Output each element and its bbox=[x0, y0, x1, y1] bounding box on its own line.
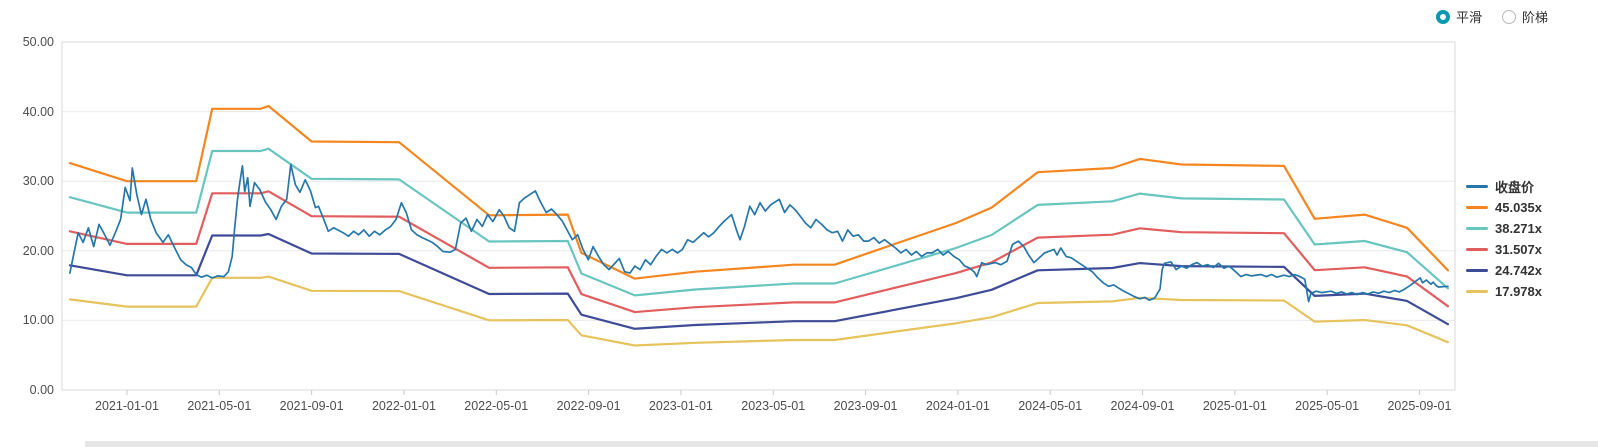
close-price-line bbox=[69, 163, 1449, 303]
x-axis-label: 2021-01-01 bbox=[95, 399, 159, 413]
y-axis-label: 30.00 bbox=[22, 174, 54, 189]
x-axis-label: 2025-05-01 bbox=[1295, 399, 1360, 413]
legend-item[interactable]: 收盘价 bbox=[1466, 176, 1542, 197]
legend-item[interactable]: 31.507x bbox=[1466, 239, 1542, 260]
legend: 收盘价 45.035x 38.271x 31.507x 24.742x 17.978x bbox=[1466, 176, 1542, 302]
x-axis-label: 2023-09-01 bbox=[833, 399, 898, 413]
plot-border bbox=[61, 41, 1456, 391]
legend-line-swatch bbox=[1466, 269, 1488, 272]
x-axis-label: 2024-01-01 bbox=[925, 399, 990, 413]
x-axis-label: 2022-01-01 bbox=[371, 399, 436, 413]
y-axis-label: 10.00 bbox=[22, 313, 54, 328]
x-axis-label: 2021-09-01 bbox=[279, 399, 344, 413]
legend-label: 收盘价 bbox=[1495, 180, 1535, 195]
legend-label: 38.271x bbox=[1495, 221, 1542, 236]
band-line-38.271x bbox=[68, 147, 1450, 297]
x-axis-label: 2023-05-01 bbox=[741, 399, 806, 413]
legend-line-swatch bbox=[1466, 227, 1488, 230]
legend-item[interactable]: 45.035x bbox=[1466, 197, 1542, 218]
legend-line-swatch bbox=[1466, 185, 1488, 188]
legend-line-swatch bbox=[1466, 248, 1488, 251]
y-axis-label: 50.00 bbox=[22, 35, 54, 49]
band-line-45.035x bbox=[68, 104, 1450, 280]
radio-smooth-label: 平滑 bbox=[1455, 10, 1482, 25]
radio-unselected-icon bbox=[1501, 9, 1516, 24]
legend-line-swatch bbox=[1466, 206, 1488, 209]
x-axis-label: 2023-01-01 bbox=[648, 399, 713, 413]
band-line-24.742x bbox=[68, 232, 1450, 330]
radio-step[interactable]: 阶梯 bbox=[1501, 7, 1548, 26]
legend-line-swatch bbox=[1466, 290, 1488, 293]
radio-selected-icon bbox=[1435, 9, 1450, 24]
legend-item[interactable]: 24.742x bbox=[1466, 260, 1542, 281]
band-line-31.507x bbox=[68, 190, 1450, 314]
y-axis-label: 0.00 bbox=[29, 383, 54, 397]
y-axis-label: 20.00 bbox=[22, 243, 54, 258]
legend-item[interactable]: 17.978x bbox=[1466, 281, 1542, 302]
x-axis-label: 2022-09-01 bbox=[556, 399, 621, 413]
y-axis-label: 40.00 bbox=[22, 104, 54, 119]
x-axis-label: 2025-01-01 bbox=[1202, 399, 1267, 413]
legend-label: 45.035x bbox=[1495, 200, 1542, 215]
band-line-17.978x bbox=[68, 275, 1450, 347]
x-axis-label: 2024-09-01 bbox=[1110, 399, 1175, 413]
legend-item[interactable]: 38.271x bbox=[1466, 218, 1542, 239]
radio-step-label: 阶梯 bbox=[1521, 10, 1548, 25]
legend-label: 17.978x bbox=[1495, 284, 1542, 299]
x-axis-label: 2022-05-01 bbox=[464, 399, 529, 413]
x-axis-label: 2024-05-01 bbox=[1018, 399, 1083, 413]
legend-label: 31.507x bbox=[1495, 242, 1542, 257]
x-axis-label: 2021-05-01 bbox=[187, 399, 252, 413]
line-mode-radio-group: 平滑 阶梯 bbox=[1435, 7, 1548, 26]
chart-range-scrollbar[interactable] bbox=[85, 441, 1598, 447]
x-axis-label: 2025-09-01 bbox=[1387, 399, 1452, 413]
radio-smooth[interactable]: 平滑 bbox=[1435, 7, 1482, 26]
legend-label: 24.742x bbox=[1495, 263, 1542, 278]
